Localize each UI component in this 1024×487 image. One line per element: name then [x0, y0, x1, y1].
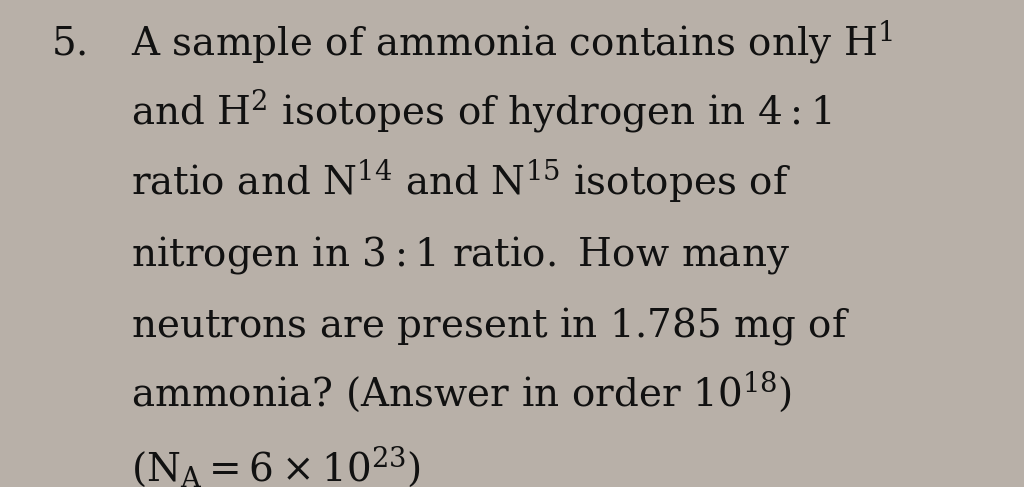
Text: $\mathregular{A\ sample\ of\ ammonia\ contains\ only\ H^{1}}$: $\mathregular{A\ sample\ of\ ammonia\ co…: [131, 18, 893, 66]
Text: $\mathregular{ratio\ and\ N^{14}\ and\ N^{15}\ isotopes\ of}$: $\mathregular{ratio\ and\ N^{14}\ and\ N…: [131, 157, 791, 205]
Text: $\mathregular{(N_A = 6 \times 10^{23})}$: $\mathregular{(N_A = 6 \times 10^{23})}$: [131, 445, 421, 487]
Text: $\mathregular{ammonia?\ (Answer\ in\ order\ 10^{18})}$: $\mathregular{ammonia?\ (Answer\ in\ ord…: [131, 369, 792, 413]
Text: $\mathregular{neutrons\ are\ present\ in\ 1.785\ mg\ of}$: $\mathregular{neutrons\ are\ present\ in…: [131, 305, 850, 347]
Text: $\mathregular{nitrogen\ in\ 3:1\ ratio.\ How\ many}$: $\mathregular{nitrogen\ in\ 3:1\ ratio.\…: [131, 234, 791, 276]
Text: $\mathregular{and\ H^{2}\ isotopes\ of\ hydrogen\ in\ 4:1}$: $\mathregular{and\ H^{2}\ isotopes\ of\ …: [131, 87, 831, 134]
Text: $\mathregular{5.}$: $\mathregular{5.}$: [51, 25, 86, 62]
